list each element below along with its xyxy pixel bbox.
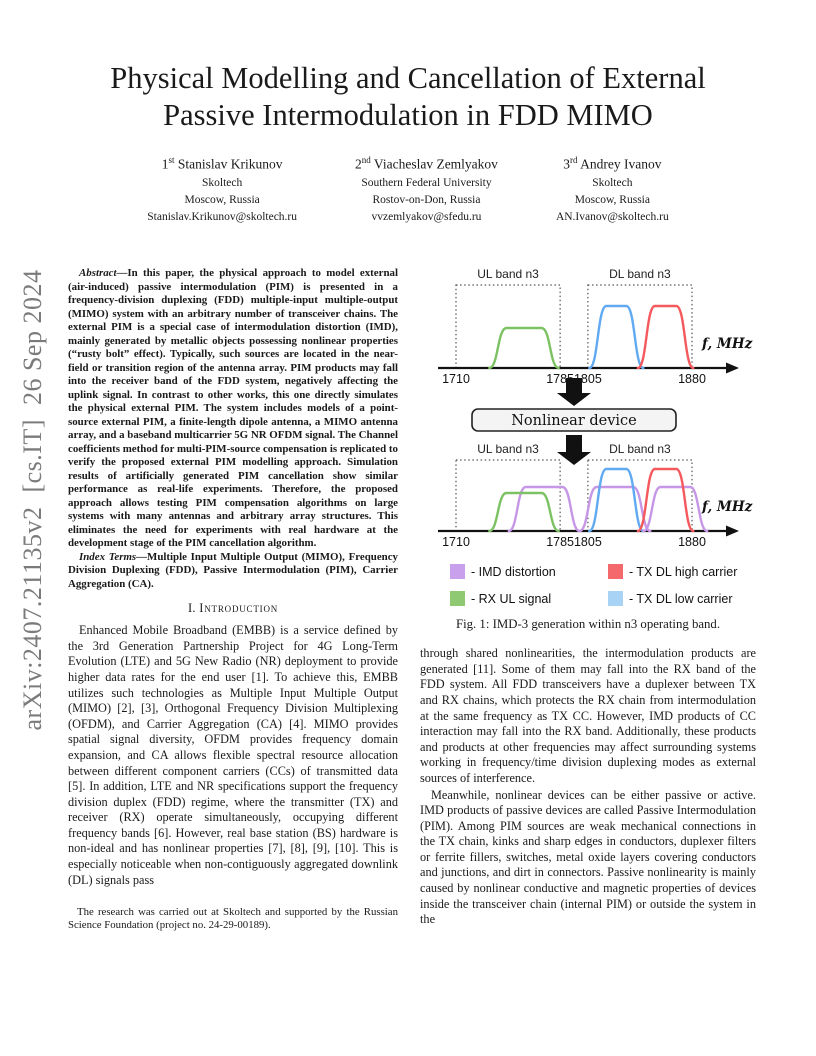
author-3: 3rd Andrey Ivanov Skoltech Moscow, Russi… [556, 154, 669, 225]
author-block: 1st Stanislav Krikunov Skoltech Moscow, … [0, 154, 816, 225]
abstract-text: —In this paper, the physical approach to… [68, 267, 398, 550]
legend-swatch [608, 564, 623, 580]
author-email: vvzemlyakov@sfedu.ru [371, 210, 482, 223]
paper-title: Physical Modelling and Cancellation of E… [0, 60, 816, 134]
band-label: DL band n3 [609, 442, 671, 456]
author-affiliation: Southern Federal University [361, 177, 492, 190]
pulse-tx-dl-low-carrier [588, 304, 645, 370]
paper-title-line2: Passive Intermodulation in FDD MIMO [163, 98, 653, 133]
band-box [587, 284, 693, 369]
arxiv-watermark: arXiv:2407.21135v2 [cs.IT] 26 Sep 2024 [18, 269, 47, 731]
legend-swatch [608, 591, 623, 607]
figure-1-caption: Fig. 1: IMD-3 generation within n3 opera… [455, 617, 721, 632]
right-column: UL band n3 DL band n3 f, MHz 1710 1785 1805 18… [420, 267, 756, 933]
index-terms: Index Terms—Multiple Input Multiple Outp… [68, 551, 398, 592]
tick-label: 1880 [678, 372, 706, 386]
author-name: 3rd Andrey Ivanov [563, 155, 662, 172]
axis-arrowhead-icon [726, 525, 739, 537]
author-name: 1st Stanislav Krikunov [161, 155, 283, 172]
author-affiliation: Skoltech [592, 177, 633, 190]
legend-label: - RX UL signal [471, 592, 551, 606]
band-box [455, 284, 561, 369]
author-location: Moscow, Russia [574, 193, 650, 206]
pulse-tx-dl-low-carrier [588, 467, 645, 533]
pulse-tx-dl-high-carrier [636, 467, 695, 533]
legend-swatch [450, 591, 465, 607]
paper-header: Physical Modelling and Cancellation of E… [0, 0, 816, 225]
tick-label: 1710 [442, 372, 470, 386]
author-affiliation: Skoltech [202, 177, 243, 190]
band-label: DL band n3 [609, 267, 671, 281]
index-terms-label: Index Terms [79, 550, 137, 563]
author-1: 1st Stanislav Krikunov Skoltech Moscow, … [147, 154, 297, 225]
pulse-tx-dl-high-carrier [636, 304, 695, 370]
intro-paragraph-1-continued: through shared nonlinearities, the inter… [420, 646, 756, 785]
legend-swatch [450, 564, 465, 580]
tick-label: 1880 [678, 535, 706, 549]
index-terms-text: —Multiple Input Multiple Output (MIMO), … [68, 550, 398, 590]
abstract-label: Abstract [79, 267, 117, 280]
pulse-imd-distortion [642, 485, 709, 533]
imd-generation-diagram: UL band n3 DL band n3 f, MHz 1710 1785 1805 18… [438, 267, 753, 607]
funding-footnote: The research was carried out at Skoltech… [68, 906, 398, 932]
intro-paragraph-1: Enhanced Mobile Broadband (EMBB) is a se… [68, 623, 398, 887]
tick-label: 1805 [574, 535, 602, 549]
author-location: Rostov-on-Don, Russia [372, 193, 481, 206]
author-email: Stanislav.Krikunov@skoltech.ru [147, 210, 298, 223]
pulse-rx-ul-signal [488, 491, 560, 533]
band-box [455, 459, 561, 532]
paper-title-line1: Physical Modelling and Cancellation of E… [110, 61, 706, 95]
tick-label: 1785 [546, 535, 574, 549]
axis-arrowhead-icon [726, 362, 739, 374]
figure-1: UL band n3 DL band n3 f, MHz 1710 1785 1805 18… [420, 267, 756, 632]
legend-label: - TX DL low carrier [629, 592, 733, 606]
frequency-axis-label: f, MHz [701, 499, 753, 515]
band-box [587, 459, 693, 532]
down-arrow-icon [557, 435, 591, 466]
frequency-axis-label: f, MHz [701, 336, 753, 352]
two-column-body: Abstract—In this paper, the physical app… [68, 267, 756, 933]
tick-label: 1710 [442, 535, 470, 549]
down-arrow-icon [557, 378, 591, 407]
abstract: Abstract—In this paper, the physical app… [68, 267, 398, 551]
section-heading-introduction: I. Introduction [187, 601, 279, 616]
legend-label: - TX DL high carrier [629, 565, 737, 579]
author-name: 2nd Viacheslav Zemlyakov [355, 155, 498, 172]
pulse-rx-ul-signal [488, 326, 560, 370]
band-label: UL band n3 [477, 442, 539, 456]
intro-paragraph-2: Meanwhile, nonlinear devices can be eith… [420, 787, 756, 927]
author-location: Moscow, Russia [184, 193, 260, 206]
left-column: Abstract—In this paper, the physical app… [68, 267, 398, 933]
band-label: UL band n3 [477, 267, 539, 281]
nonlinear-device-box [471, 408, 677, 432]
author-email: AN.Ivanov@skoltech.ru [555, 210, 669, 223]
author-2: 2nd Viacheslav Zemlyakov Southern Federa… [355, 154, 498, 225]
pulse-imd-distortion [507, 485, 581, 533]
nonlinear-device-label: Nonlinear device [511, 413, 637, 429]
legend-label: - IMD distortion [471, 565, 556, 579]
